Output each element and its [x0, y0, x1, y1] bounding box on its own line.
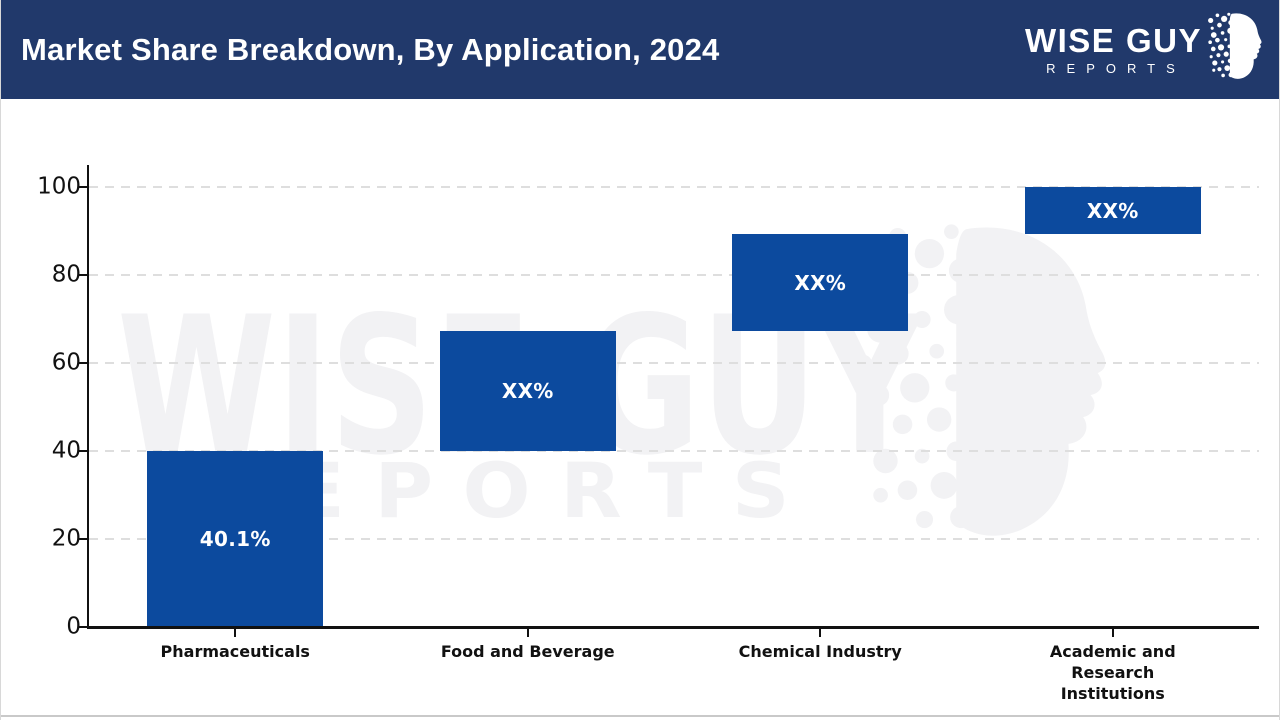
y-tick-label: 100 — [37, 173, 81, 200]
x-axis-label-chemical-industry: Chemical Industry — [738, 642, 902, 661]
chart-title: Market Share Breakdown, By Application, … — [21, 31, 720, 67]
y-tick-label: 20 — [51, 525, 81, 552]
x-axis-label-food-and-beverage: Food and Beverage — [440, 642, 615, 661]
header-bar: Market Share Breakdown, By Application, … — [1, 0, 1279, 99]
brand-logo: WISE GUY REPORTS — [1025, 11, 1263, 89]
gridline-60 — [89, 362, 1259, 364]
gridline-100 — [89, 186, 1259, 188]
gridline-80 — [89, 274, 1259, 276]
y-tick-mark — [79, 626, 87, 628]
x-tick-mark — [526, 629, 529, 637]
y-tick-mark — [79, 362, 87, 364]
bar-value-label: XX% — [794, 270, 847, 295]
brand-name: WISE GUY — [1024, 22, 1202, 59]
x-axis-spine — [87, 626, 1259, 629]
y-tick-mark — [79, 186, 87, 188]
x-tick-mark — [819, 629, 822, 637]
brand-face-icon — [1208, 12, 1262, 79]
bar-chemical-industry: XX% — [732, 234, 909, 332]
x-axis-label-pharmaceuticals: Pharmaceuticals — [160, 642, 310, 661]
y-tick-mark — [79, 274, 87, 276]
y-tick-label: 60 — [51, 349, 81, 376]
gridline-20 — [89, 538, 1259, 540]
x-tick-mark — [234, 629, 237, 637]
x-axis-label-academic-and-research-institutions: Academic and Research Institutions — [1049, 642, 1176, 704]
y-axis-spine — [87, 165, 89, 627]
bar-food-and-beverage: XX% — [439, 331, 616, 451]
y-tick-mark — [79, 450, 87, 452]
bar-academic-and-research-institutions: XX% — [1024, 187, 1201, 235]
brand-logo-text: WISE GUY REPORTS — [1025, 24, 1202, 75]
y-tick-label: 40 — [51, 437, 81, 464]
y-tick-mark — [79, 538, 87, 540]
gridline-40 — [89, 450, 1259, 452]
y-tick-label: 80 — [51, 261, 81, 288]
bar-value-label: XX% — [1086, 198, 1139, 223]
bar-value-label: 40.1% — [199, 526, 271, 551]
y-tick-label: 0 — [66, 613, 81, 640]
bar-value-label: XX% — [501, 378, 554, 403]
bar-pharmaceuticals: 40.1% — [147, 450, 324, 627]
x-tick-mark — [1111, 629, 1114, 637]
brand-subname: REPORTS — [1046, 61, 1186, 76]
bottom-border-line — [1, 715, 1279, 717]
